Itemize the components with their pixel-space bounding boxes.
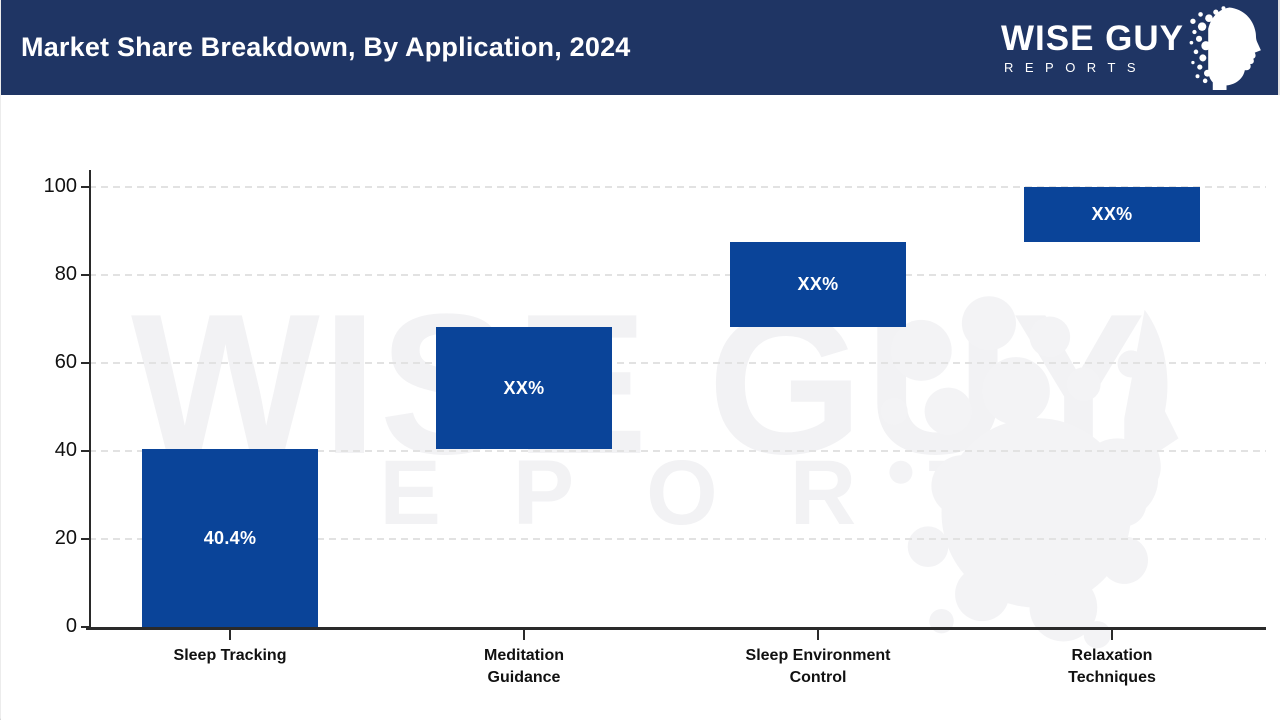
- bar-1: XX%: [436, 326, 612, 450]
- y-axis-tick: [81, 362, 89, 364]
- y-tick-label: 100: [43, 175, 77, 197]
- chart-canvas: WISE GUY REPORTS 0 20 40 60 80 100 40.4% Sleep …: [1, 95, 1280, 720]
- x-category-label: Sleep Tracking: [173, 647, 287, 664]
- grid-line: [89, 538, 1266, 540]
- page-title: Market Share Breakdown, By Application, …: [21, 32, 631, 62]
- x-axis-tick: [229, 630, 231, 640]
- bar-0: 40.4%: [142, 449, 318, 627]
- x-category-label: Meditation Guidance: [484, 647, 564, 686]
- x-axis-tick: [817, 630, 819, 640]
- x-axis-tick: [1111, 630, 1113, 640]
- brand-name: WISE GUY: [1000, 19, 1184, 58]
- y-axis-tick: [81, 274, 89, 276]
- grid-line: [89, 274, 1266, 276]
- y-tick-label: 40: [54, 439, 77, 461]
- header-bar: Market Share Breakdown, By Application, …: [1, 0, 1278, 95]
- bar-value-label: XX%: [503, 377, 545, 398]
- grid-line: [89, 186, 1266, 188]
- bar-3: XX%: [1024, 187, 1200, 242]
- x-axis: [86, 627, 1266, 630]
- brand-logo-text: WISE GUY REPORTS: [1001, 21, 1184, 74]
- bar-value-label: 40.4%: [203, 527, 257, 548]
- bar-value-label: XX%: [797, 273, 839, 294]
- y-axis-tick: [81, 626, 89, 628]
- brand-subname: REPORTS: [1003, 60, 1148, 75]
- x-axis-tick: [523, 630, 525, 640]
- y-axis-tick: [81, 450, 89, 452]
- y-axis-tick: [81, 186, 89, 188]
- y-axis: [89, 170, 91, 630]
- x-category-label: Relaxation Techniques: [1068, 647, 1156, 686]
- y-tick-label: 60: [54, 351, 77, 373]
- brand-logo: WISE GUY REPORTS: [1001, 5, 1264, 90]
- watermark-head-icon: [880, 296, 1179, 649]
- y-tick-label: 20: [54, 527, 77, 549]
- dotted-head-profile-icon: [1189, 5, 1261, 90]
- y-axis-tick: [81, 538, 89, 540]
- bar-value-label: XX%: [1091, 204, 1133, 224]
- grid-line: [89, 362, 1266, 364]
- y-tick-label: 80: [54, 263, 77, 285]
- bar-2: XX%: [730, 242, 906, 327]
- y-tick-label: 0: [65, 615, 77, 637]
- x-category-label: Sleep Environment Control: [745, 647, 891, 686]
- grid-line: [89, 450, 1266, 452]
